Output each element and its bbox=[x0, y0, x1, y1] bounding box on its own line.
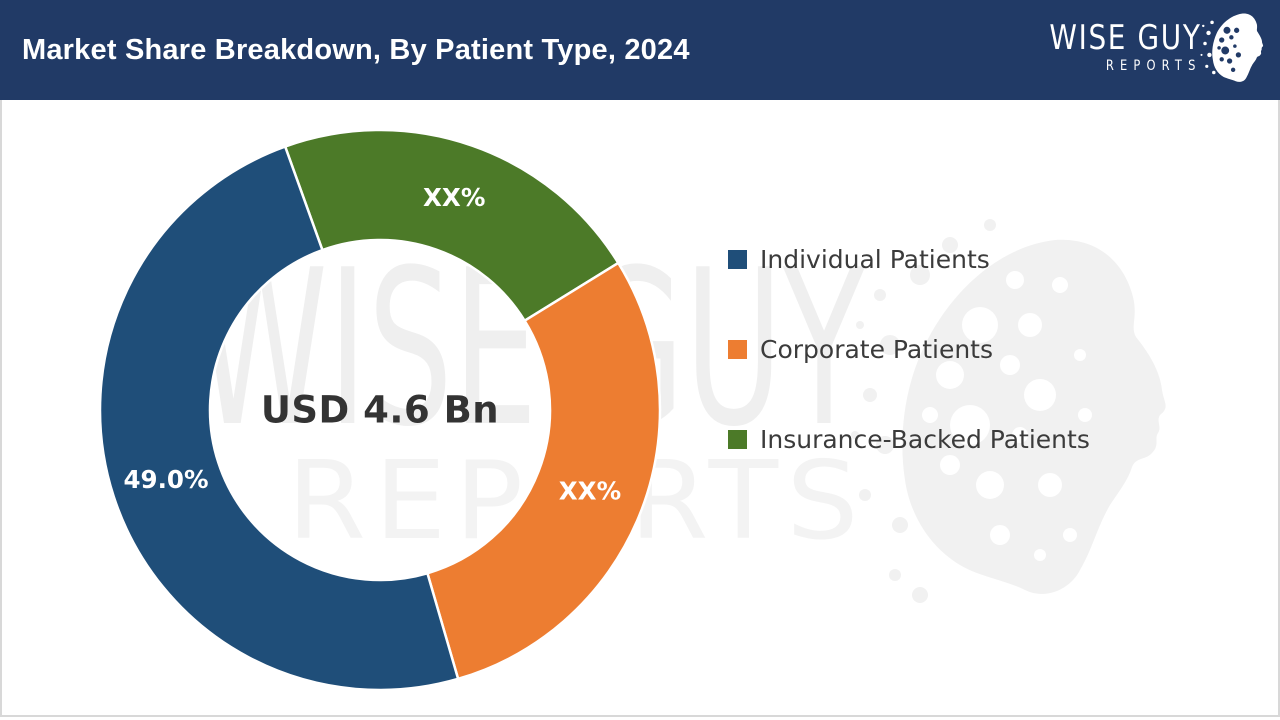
logo-wordmark: WISE GUY bbox=[1049, 18, 1202, 58]
legend-label: Corporate Patients bbox=[760, 334, 993, 364]
donut-segment-corporate-patients bbox=[426, 261, 662, 681]
legend-swatch-icon bbox=[728, 429, 747, 449]
legend-swatch-icon bbox=[728, 249, 747, 269]
legend-item-individual-patients: Individual Patients bbox=[728, 244, 1090, 274]
donut-chart: XX% XX% 49.0% USD 4.6 Bn bbox=[98, 128, 662, 692]
logo-subtext: REPORTS bbox=[1106, 58, 1202, 74]
donut-segments bbox=[98, 128, 662, 692]
legend-item-corporate-patients: Corporate Patients bbox=[728, 334, 1090, 364]
logo: WISE GUY REPORTS bbox=[1016, 6, 1270, 88]
legend: Individual Patients Corporate Patients I… bbox=[728, 244, 1090, 516]
donut-segment-individual-patients bbox=[98, 145, 460, 692]
donut-segment-labels: XX% XX% 49.0% bbox=[124, 183, 622, 505]
donut-segment-value-label: XX% bbox=[423, 183, 485, 212]
watermark-face-icon bbox=[851, 219, 1166, 603]
donut-segment-value-label: XX% bbox=[559, 476, 621, 505]
donut-center-label: USD 4.6 Bn bbox=[261, 389, 499, 432]
donut-segment-insurance-backed-patients bbox=[283, 128, 620, 322]
logo-face-icon bbox=[1200, 13, 1264, 82]
legend-swatch-icon bbox=[728, 339, 747, 359]
donut-segment-value-label: 49.0% bbox=[124, 465, 209, 494]
header: Market Share Breakdown, By Patient Type,… bbox=[0, 0, 1280, 100]
logo-text: WISE GUY REPORTS bbox=[1050, 20, 1202, 74]
legend-label: Individual Patients bbox=[760, 244, 990, 274]
legend-label: Insurance-Backed Patients bbox=[760, 424, 1090, 454]
legend-item-insurance-backed-patients: Insurance-Backed Patients bbox=[728, 424, 1090, 454]
page-title: Market Share Breakdown, By Patient Type,… bbox=[22, 33, 690, 66]
